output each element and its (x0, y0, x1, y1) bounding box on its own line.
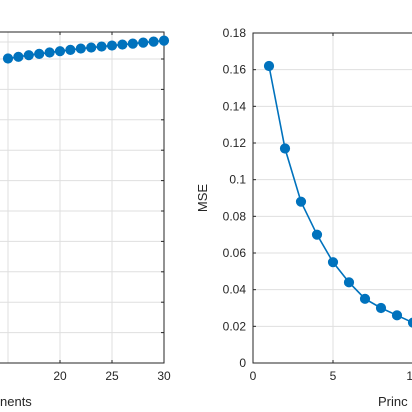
left-data-point (75, 43, 86, 54)
right-data-point (327, 257, 339, 268)
right-y-tick-label: 0.08 (223, 209, 247, 223)
right-data-point (263, 60, 275, 72)
right-data-point (375, 302, 387, 314)
right-series-line (268, 65, 412, 324)
right-data-point (279, 143, 291, 154)
right-data-point (407, 317, 412, 328)
right-y-tick-label: 0.06 (223, 246, 247, 260)
left-data-point (34, 48, 45, 59)
left-data-point (2, 53, 14, 64)
right-y-tick-label: 0.04 (223, 283, 247, 297)
right-chart: 0 0.02 0.04 0.06 0.08 0.1 0.12 0.14 0.16 0.18 0 5 10… (195, 26, 412, 409)
left-data-point (106, 40, 118, 51)
right-y-tick-label: 0.1 (229, 173, 246, 187)
right-y-tick-label: 0.16 (223, 63, 247, 77)
right-data-point (343, 277, 355, 288)
left-data-point (13, 51, 24, 62)
left-axes-box (0, 31, 165, 364)
left-data-point (86, 42, 97, 53)
left-series-line (7, 39, 165, 60)
left-data-point (96, 41, 107, 52)
left-x-tick-label: 20 (53, 369, 67, 383)
left-data-point (54, 46, 66, 57)
right-data-point (295, 196, 307, 207)
left-data-point (65, 44, 76, 55)
left-x-tick-label: 25 (105, 369, 119, 383)
left-x-tick-label: 30 (157, 369, 171, 383)
right-y-tick-label: 0.18 (223, 26, 247, 40)
right-y-tick-label: 0 (239, 356, 246, 370)
left-data-point (44, 47, 55, 58)
left-x-axis-title: nents (0, 394, 32, 409)
right-y-tick-label: 0.02 (223, 319, 247, 333)
right-x-tick-label: 0 (250, 369, 257, 383)
right-x-tick-label: 5 (330, 369, 337, 383)
right-y-axis-title: MSE (195, 184, 210, 213)
right-y-tick-label: 0.14 (223, 99, 247, 113)
left-data-point (138, 37, 149, 48)
right-y-tick-label: 0.12 (223, 136, 247, 150)
right-data-point (391, 310, 403, 321)
left-data-point (148, 36, 159, 47)
left-data-point (158, 35, 170, 46)
left-data-point (127, 38, 138, 49)
right-data-point (359, 293, 371, 304)
right-data-point (311, 229, 323, 240)
right-x-axis-title: Princ (378, 394, 408, 409)
left-data-point (117, 39, 128, 50)
left-chart: 20 25 30 nents (0, 31, 171, 409)
right-x-tick-label: 10 (406, 369, 412, 383)
left-data-point (23, 50, 34, 61)
